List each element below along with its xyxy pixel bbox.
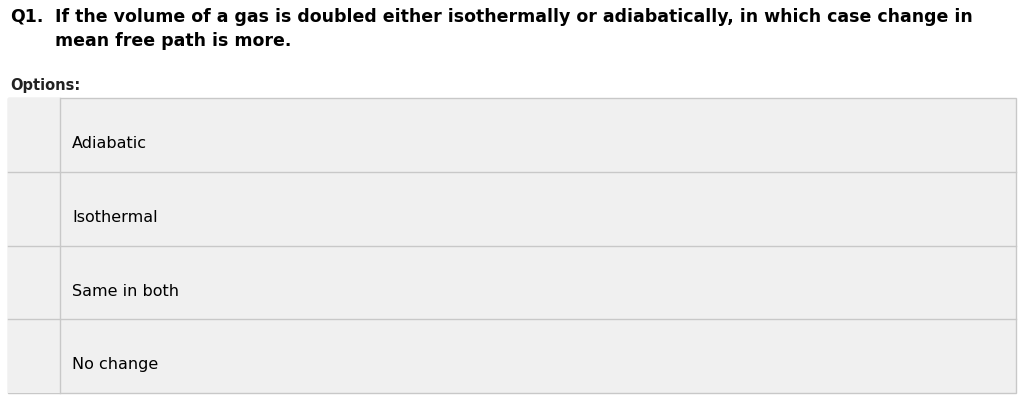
- Bar: [8, 98, 1016, 393]
- Text: Adiabatic: Adiabatic: [72, 136, 147, 151]
- Bar: [8, 98, 60, 393]
- Text: Isothermal: Isothermal: [72, 210, 158, 225]
- Text: Q1.: Q1.: [10, 8, 43, 26]
- Text: Same in both: Same in both: [72, 284, 179, 299]
- Text: No change: No change: [72, 357, 159, 373]
- Text: Options:: Options:: [10, 78, 80, 93]
- Text: If the volume of a gas is doubled either isothermally or adiabatically, in which: If the volume of a gas is doubled either…: [55, 8, 973, 50]
